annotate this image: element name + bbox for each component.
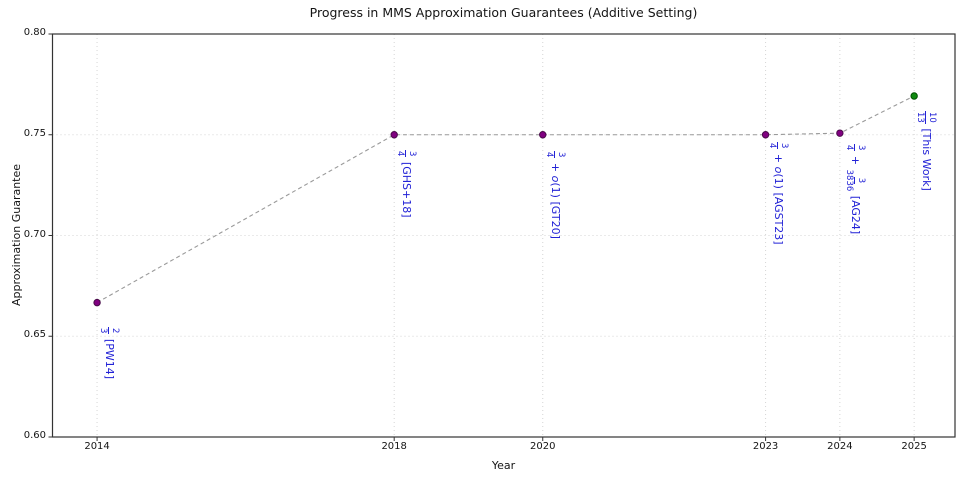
plot-border (51, 33, 956, 438)
data-point (93, 298, 101, 307)
x-tick-label: 2018 (381, 441, 407, 452)
y-tick-label: 0.75 (23, 127, 46, 139)
y-tick-label: 0.65 (23, 329, 46, 341)
data-point (539, 131, 547, 139)
x-tick-label: 2023 (752, 441, 779, 452)
y-tick-label: 0.80 (23, 27, 46, 38)
x-tick-label: 2025 (901, 441, 927, 452)
data-point (390, 131, 398, 139)
x-tick-label: 2024 (827, 441, 853, 452)
x-tick-label: 2020 (530, 441, 556, 452)
point-annotation: 10 13 [This Work] (915, 111, 938, 191)
data-point (761, 131, 770, 139)
data-point (910, 92, 918, 100)
x-tick-label: 2014 (84, 441, 110, 452)
fraction: 3 3836 (844, 169, 866, 192)
data-point (836, 129, 844, 137)
y-tick-label: 0.60 (23, 430, 46, 441)
fraction: 10 13 (915, 111, 938, 124)
y-tick-label: 0.70 (23, 228, 46, 240)
trend-line (96, 95, 915, 304)
chart-title: Progress in MMS Approximation Guarantees… (309, 5, 698, 20)
x-axis-label: Year (491, 459, 516, 472)
